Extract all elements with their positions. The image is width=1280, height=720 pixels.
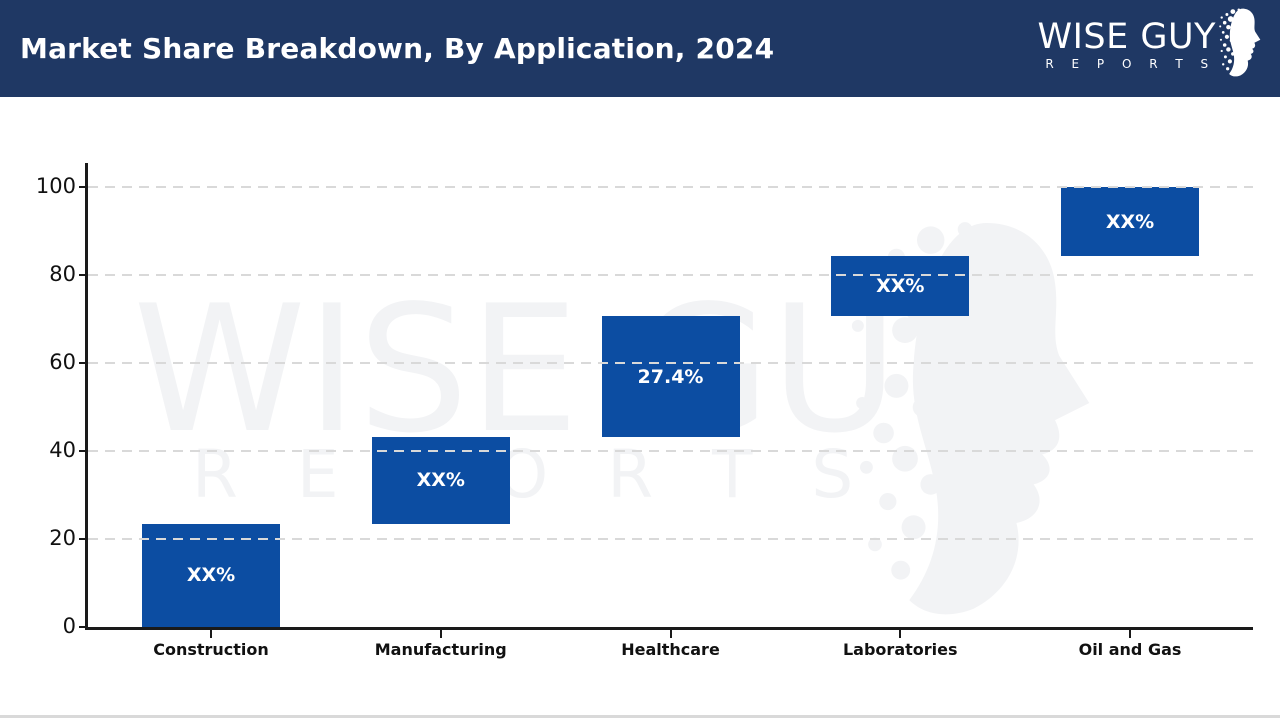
y-tick-20	[79, 538, 88, 540]
x-axis-label-construction: Construction	[153, 640, 269, 659]
y-tick-40	[79, 450, 88, 452]
y-tick-100	[79, 186, 88, 188]
header-bar: Market Share Breakdown, By Application, …	[0, 0, 1280, 97]
y-tick-0	[79, 626, 88, 628]
bar-laboratories: XX%	[831, 256, 970, 317]
x-tick-laboratories	[899, 630, 902, 638]
bar-oil-and-gas: XX%	[1061, 187, 1199, 257]
gridline-40	[88, 450, 1253, 452]
bar-value-label-construction: XX%	[186, 564, 236, 587]
bar-value-label-healthcare: 27.4%	[637, 365, 704, 388]
y-axis-line	[85, 163, 88, 630]
wise-guy-logo: WISE GUY R E P O R T S	[1037, 7, 1270, 83]
page-title: Market Share Breakdown, By Application, …	[20, 32, 775, 65]
bar-construction: XX%	[142, 523, 280, 627]
logo-wordmark: WISE GUY	[1037, 16, 1216, 57]
x-tick-healthcare	[669, 630, 672, 638]
logo-subtitle: R E P O R T S	[1045, 57, 1216, 72]
gridline-80	[88, 274, 1253, 276]
y-tick-60	[79, 362, 88, 364]
x-tick-manufacturing	[439, 630, 442, 638]
bar-value-label-oil-and-gas: XX%	[1105, 210, 1155, 233]
x-axis-label-laboratories: Laboratories	[842, 640, 958, 659]
y-tick-label-20: 20	[49, 526, 76, 550]
gridline-60	[88, 362, 1253, 364]
x-tick-construction	[210, 630, 212, 638]
x-tick-oil-and-gas	[1129, 630, 1131, 638]
bar-healthcare: 27.4%	[601, 316, 740, 437]
x-axis-label-oil-and-gas: Oil and Gas	[1078, 640, 1182, 659]
y-tick-label-40: 40	[49, 438, 76, 462]
y-tick-label-80: 80	[49, 262, 76, 286]
y-tick-label-0: 0	[62, 614, 76, 638]
footer-divider	[0, 715, 1280, 718]
x-axis-label-healthcare: Healthcare	[621, 640, 720, 659]
watermark-subtext: R E P O R T S	[192, 436, 873, 513]
x-axis-label-manufacturing: Manufacturing	[374, 640, 507, 659]
gridline-20	[88, 538, 1253, 540]
bar-value-label-laboratories: XX%	[876, 275, 925, 298]
bar-value-label-manufacturing: XX%	[416, 469, 465, 492]
y-tick-80	[79, 274, 88, 276]
gridline-100	[88, 186, 1253, 188]
logo-face-icon	[1218, 7, 1270, 83]
y-tick-label-60: 60	[49, 350, 76, 374]
y-tick-label-100: 100	[35, 174, 76, 198]
x-axis-line	[85, 627, 1253, 630]
